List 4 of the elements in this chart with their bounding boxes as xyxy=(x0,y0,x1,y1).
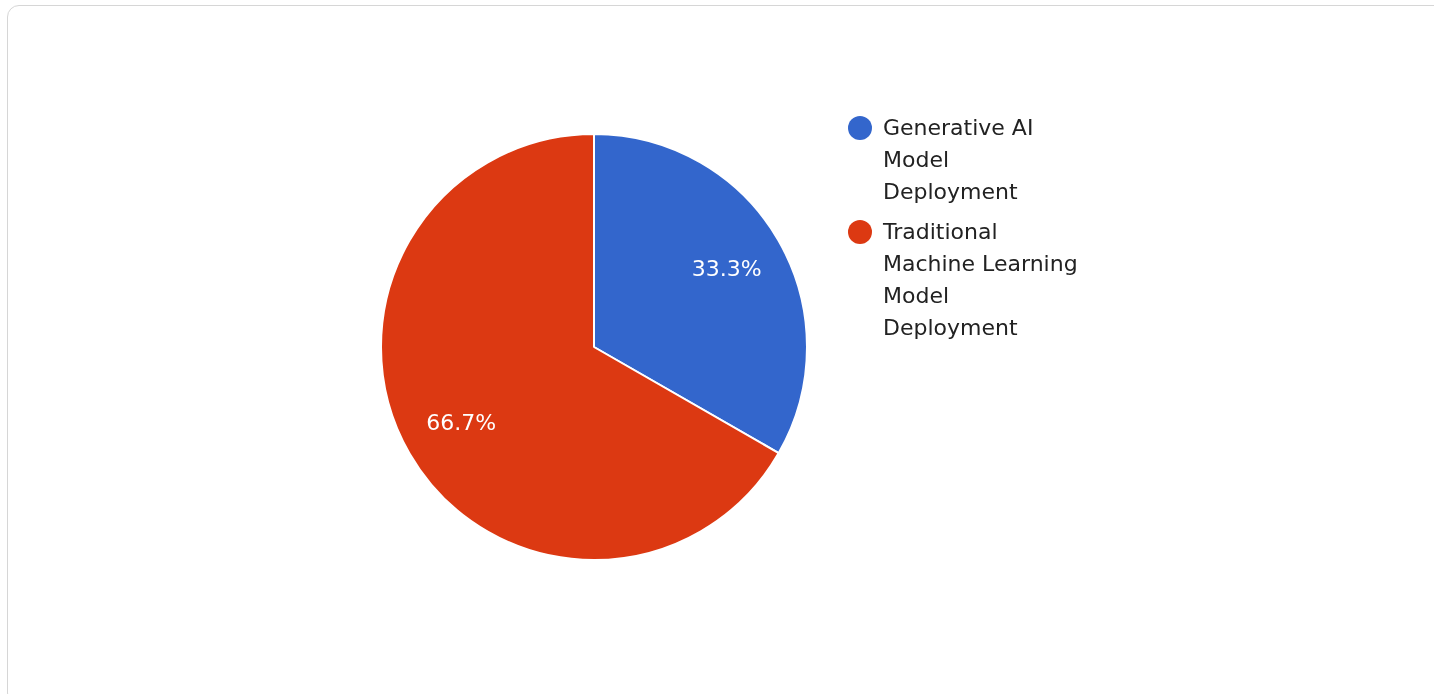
legend-label: Generative AI Model Deployment xyxy=(883,114,1035,206)
data-label: 33.3% xyxy=(691,255,762,281)
legend-label: Traditional Machine Learning Model Deployment xyxy=(883,218,1079,342)
data-label: 66.7% xyxy=(426,409,497,435)
